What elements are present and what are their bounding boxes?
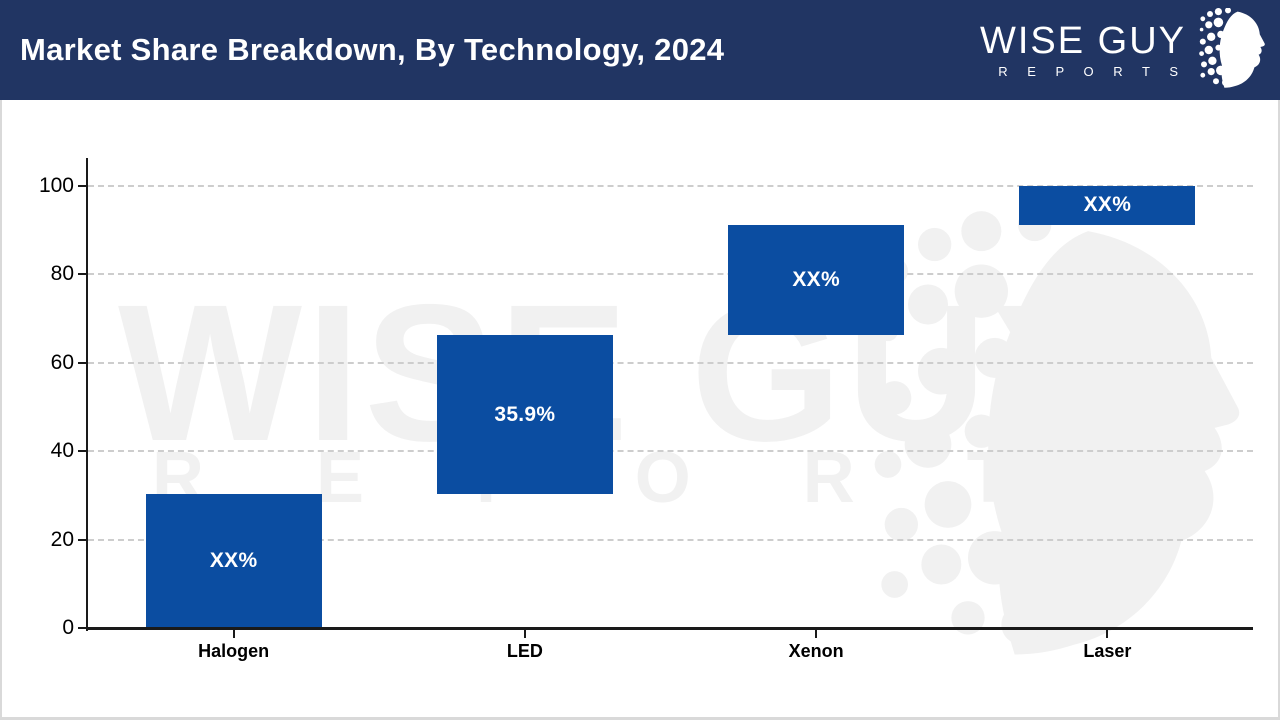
- y-axis-line: [86, 158, 88, 631]
- frame-border-left: [0, 100, 2, 720]
- x-axis-line: [86, 627, 1253, 630]
- y-tickmark: [78, 361, 87, 364]
- gridline: [88, 273, 1253, 276]
- y-tick-label: 100: [38, 174, 74, 197]
- y-tickmark: [78, 627, 87, 629]
- y-tickmark: [78, 273, 87, 276]
- y-tick-label: 60: [50, 350, 74, 374]
- y-tick-label: 20: [50, 527, 74, 551]
- x-tick-label-halogen: Halogen: [198, 641, 270, 661]
- bar-label-laser: XX%: [1083, 193, 1132, 217]
- x-tickmark: [523, 630, 526, 638]
- x-tickmark: [232, 630, 235, 638]
- y-tickmark: [78, 450, 87, 453]
- logo-wordmark: WISE GUY: [979, 20, 1186, 63]
- bar-halogen: XX%: [145, 494, 322, 628]
- y-tick-label: 0: [62, 616, 74, 639]
- y-tick-label: 80: [50, 262, 74, 286]
- page-title: Market Share Breakdown, By Technology, 2…: [20, 32, 725, 67]
- bar-xenon: XX%: [728, 224, 905, 336]
- brand-logo: WISE GUY R E P O R T S: [980, 8, 1278, 92]
- bar-label-led: 35.9%: [494, 402, 556, 426]
- x-tickmark: [1106, 630, 1109, 638]
- x-tick-label-led: LED: [506, 641, 543, 661]
- header-bar: Market Share Breakdown, By Technology, 2…: [0, 0, 1280, 100]
- gridline: [88, 538, 1253, 541]
- bar-led: 35.9%: [436, 335, 613, 495]
- x-tick-label-xenon: Xenon: [788, 641, 844, 661]
- x-tick-label-laser: Laser: [1083, 641, 1132, 661]
- brand-logo-text: WISE GUY R E P O R T S: [979, 20, 1186, 79]
- logo-face-icon: [1190, 8, 1278, 92]
- gridline: [88, 450, 1253, 453]
- gridline: [88, 361, 1253, 364]
- y-tickmark: [78, 185, 87, 187]
- y-tickmark: [78, 538, 87, 541]
- logo-subtext: R E P O R T S: [998, 63, 1186, 79]
- frame-border-bottom: [0, 717, 1280, 720]
- bar-laser: XX%: [1019, 186, 1196, 225]
- y-tick-label: 40: [50, 439, 74, 463]
- gridline: [88, 185, 1253, 187]
- frame-border-right: [1278, 100, 1280, 720]
- x-tickmark: [815, 630, 818, 638]
- bar-label-halogen: XX%: [209, 549, 258, 573]
- bar-label-xenon: XX%: [792, 268, 840, 292]
